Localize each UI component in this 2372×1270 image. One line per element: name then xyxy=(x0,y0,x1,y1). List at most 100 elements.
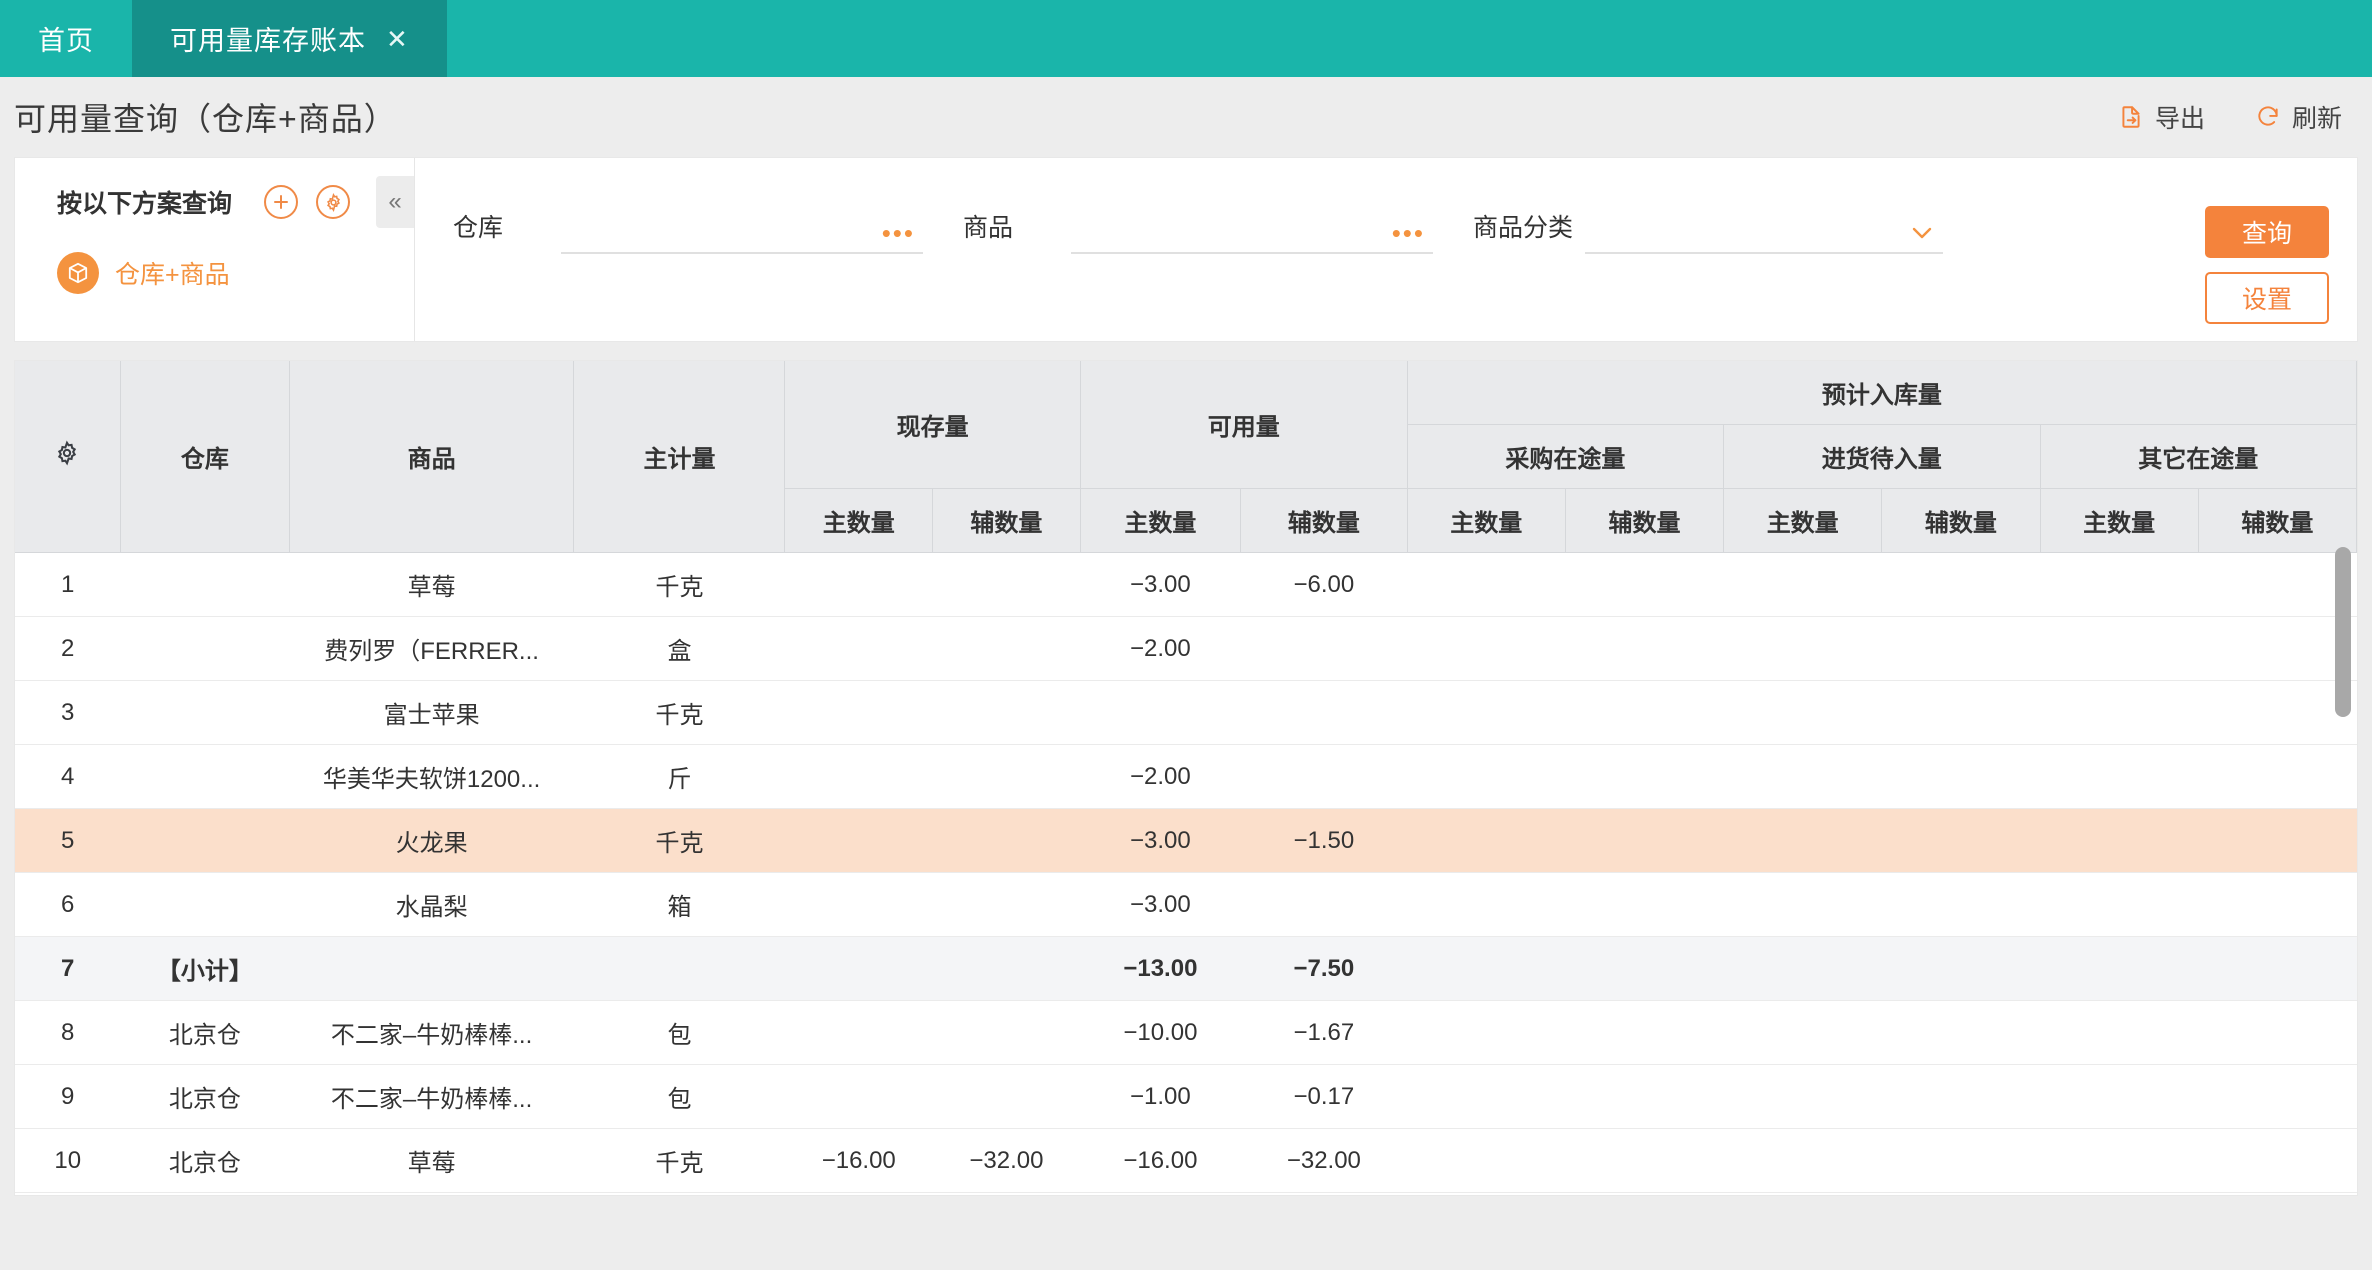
cell-purchase-aux xyxy=(1565,872,1724,937)
column-available-main-qty[interactable]: 主数量 xyxy=(1080,488,1242,553)
cell-pending-aux xyxy=(1881,744,2040,809)
table-row[interactable]: 7 【小计】 −13.00 −7.50 xyxy=(15,936,2357,1001)
cell-warehouse: 北京仓 xyxy=(120,1064,290,1129)
gear-circle-icon[interactable] xyxy=(316,185,351,219)
chevron-down-icon[interactable] xyxy=(1907,223,1937,243)
export-icon xyxy=(2118,104,2144,130)
table-row[interactable]: 8 北京仓 不二家–牛奶棒棒... 包 −10.00 −1.67 xyxy=(15,1000,2357,1065)
table-row[interactable]: 4 华美华夫软饼1200... 斤 −2.00 xyxy=(15,744,2357,809)
column-settings-gear[interactable] xyxy=(15,361,121,553)
cell-current-aux xyxy=(932,1000,1081,1065)
column-warehouse[interactable]: 仓库 xyxy=(120,361,290,553)
column-available-aux-qty[interactable]: 辅数量 xyxy=(1240,488,1408,553)
header-actions: 导出 刷新 xyxy=(2118,99,2342,135)
cell-current-main xyxy=(784,808,933,873)
column-pending-aux-qty[interactable]: 辅数量 xyxy=(1881,488,2041,553)
column-group-available[interactable]: 可用量 xyxy=(1080,361,1408,489)
filter-product-input[interactable] xyxy=(1071,206,1433,254)
cell-other-aux xyxy=(2198,680,2357,745)
cell-current-aux xyxy=(932,808,1081,873)
table-row[interactable]: 9 北京仓 不二家–牛奶棒棒... 包 −1.00 −0.17 xyxy=(15,1064,2357,1129)
column-current-aux-qty[interactable]: 辅数量 xyxy=(932,488,1081,553)
cell-other-main xyxy=(2040,808,2199,873)
column-group-pending-receipt[interactable]: 进货待入量 xyxy=(1723,424,2041,489)
cell-current-aux xyxy=(932,872,1081,937)
cell-main-unit xyxy=(573,936,785,1001)
ellipsis-icon[interactable]: ••• xyxy=(881,218,915,248)
tab-available-stock-ledger[interactable]: 可用量库存账本 ✕ xyxy=(132,0,447,77)
results-table: 仓库 商品 主计量 现存量 可用量 预计入库量 采购在途量 进货待入量 其它在途… xyxy=(15,361,2357,1193)
column-other-main-qty[interactable]: 主数量 xyxy=(2040,488,2199,553)
cell-row-no: 5 xyxy=(15,808,121,873)
cell-available-aux xyxy=(1240,616,1408,681)
cell-warehouse xyxy=(120,552,290,617)
cell-main-unit: 箱 xyxy=(573,872,785,937)
table-row[interactable]: 5 火龙果 千克 −3.00 −1.50 xyxy=(15,808,2357,873)
ellipsis-icon[interactable]: ••• xyxy=(1391,218,1425,248)
cell-product: 不二家–牛奶棒棒... xyxy=(289,1000,574,1065)
cell-other-aux xyxy=(2198,872,2357,937)
table-header-row-1: 仓库 商品 主计量 现存量 可用量 预计入库量 xyxy=(15,361,2357,553)
refresh-label: 刷新 xyxy=(2291,105,2342,133)
column-purchase-main-qty[interactable]: 主数量 xyxy=(1407,488,1566,553)
cell-current-main xyxy=(784,744,933,809)
settings-button[interactable]: 设置 xyxy=(2205,272,2329,324)
cell-current-aux: −32.00 xyxy=(932,1128,1081,1193)
cell-other-main xyxy=(2040,1064,2199,1129)
cell-available-aux: −32.00 xyxy=(1240,1128,1408,1193)
scheme-header: 按以下方案查询 « xyxy=(15,176,414,228)
column-purchase-aux-qty[interactable]: 辅数量 xyxy=(1565,488,1725,553)
column-main-unit[interactable]: 主计量 xyxy=(573,361,786,553)
column-group-other-in-transit[interactable]: 其它在途量 xyxy=(2040,424,2357,489)
scheme-item-warehouse-product[interactable]: 仓库+商品 xyxy=(15,220,414,294)
cell-current-aux xyxy=(932,936,1081,1001)
table-row[interactable]: 3 富士苹果 千克 xyxy=(15,680,2357,745)
tab-home[interactable]: 首页 xyxy=(0,0,132,77)
table-row[interactable]: 2 费列罗（FERRER... 盒 −2.00 xyxy=(15,616,2357,681)
cell-main-unit: 千克 xyxy=(573,680,785,745)
cell-available-aux: −6.00 xyxy=(1240,552,1408,617)
cell-pending-aux xyxy=(1881,1128,2040,1193)
cell-available-main: −3.00 xyxy=(1080,872,1241,937)
cell-pending-main xyxy=(1723,1128,1882,1193)
cell-main-unit: 盒 xyxy=(573,616,785,681)
cell-purchase-aux xyxy=(1565,1128,1724,1193)
vertical-scrollbar[interactable] xyxy=(2335,547,2351,717)
column-group-expected-inbound[interactable]: 预计入库量 xyxy=(1407,361,2357,425)
cell-available-aux xyxy=(1240,744,1408,809)
column-group-current-stock[interactable]: 现存量 xyxy=(784,361,1081,489)
table-row[interactable]: 10 北京仓 草莓 千克 −16.00 −32.00 −16.00 −32.00 xyxy=(15,1128,2357,1193)
filter-warehouse-input[interactable] xyxy=(561,206,923,254)
cell-purchase-aux xyxy=(1565,616,1724,681)
filter-warehouse: 仓库 ••• xyxy=(453,206,923,254)
query-button[interactable]: 查询 xyxy=(2205,206,2329,258)
collapse-panel-button[interactable]: « xyxy=(376,176,414,228)
filter-product-category-input[interactable] xyxy=(1585,206,1943,254)
cell-purchase-main xyxy=(1407,1128,1566,1193)
column-pending-main-qty[interactable]: 主数量 xyxy=(1723,488,1883,553)
cell-available-aux: −7.50 xyxy=(1240,936,1408,1001)
cell-pending-main xyxy=(1723,1064,1882,1129)
plus-circle-icon[interactable] xyxy=(264,185,299,219)
cell-available-main: −13.00 xyxy=(1080,936,1241,1001)
cell-other-aux xyxy=(2198,808,2357,873)
cell-current-main xyxy=(784,872,933,937)
export-button[interactable]: 导出 xyxy=(2118,99,2205,135)
cell-pending-aux xyxy=(1881,872,2040,937)
cell-current-main xyxy=(784,616,933,681)
cell-row-no: 10 xyxy=(15,1128,121,1193)
cell-pending-main xyxy=(1723,936,1882,1001)
column-group-purchase-in-transit[interactable]: 采购在途量 xyxy=(1407,424,1725,489)
cell-purchase-main xyxy=(1407,1064,1566,1129)
column-product[interactable]: 商品 xyxy=(289,361,575,553)
close-icon[interactable]: ✕ xyxy=(386,23,409,54)
refresh-button[interactable]: 刷新 xyxy=(2255,99,2342,135)
table-row[interactable]: 1 草莓 千克 −3.00 −6.00 xyxy=(15,552,2357,617)
column-other-aux-qty[interactable]: 辅数量 xyxy=(2198,488,2357,553)
cell-row-no: 7 xyxy=(15,936,121,1001)
cell-main-unit: 千克 xyxy=(573,1128,785,1193)
cell-warehouse: 【小计】 xyxy=(120,936,290,1001)
table-row[interactable]: 6 水晶梨箱 −3.00 xyxy=(15,872,2357,937)
column-current-main-qty[interactable]: 主数量 xyxy=(784,488,934,553)
cell-current-main xyxy=(784,1000,933,1065)
